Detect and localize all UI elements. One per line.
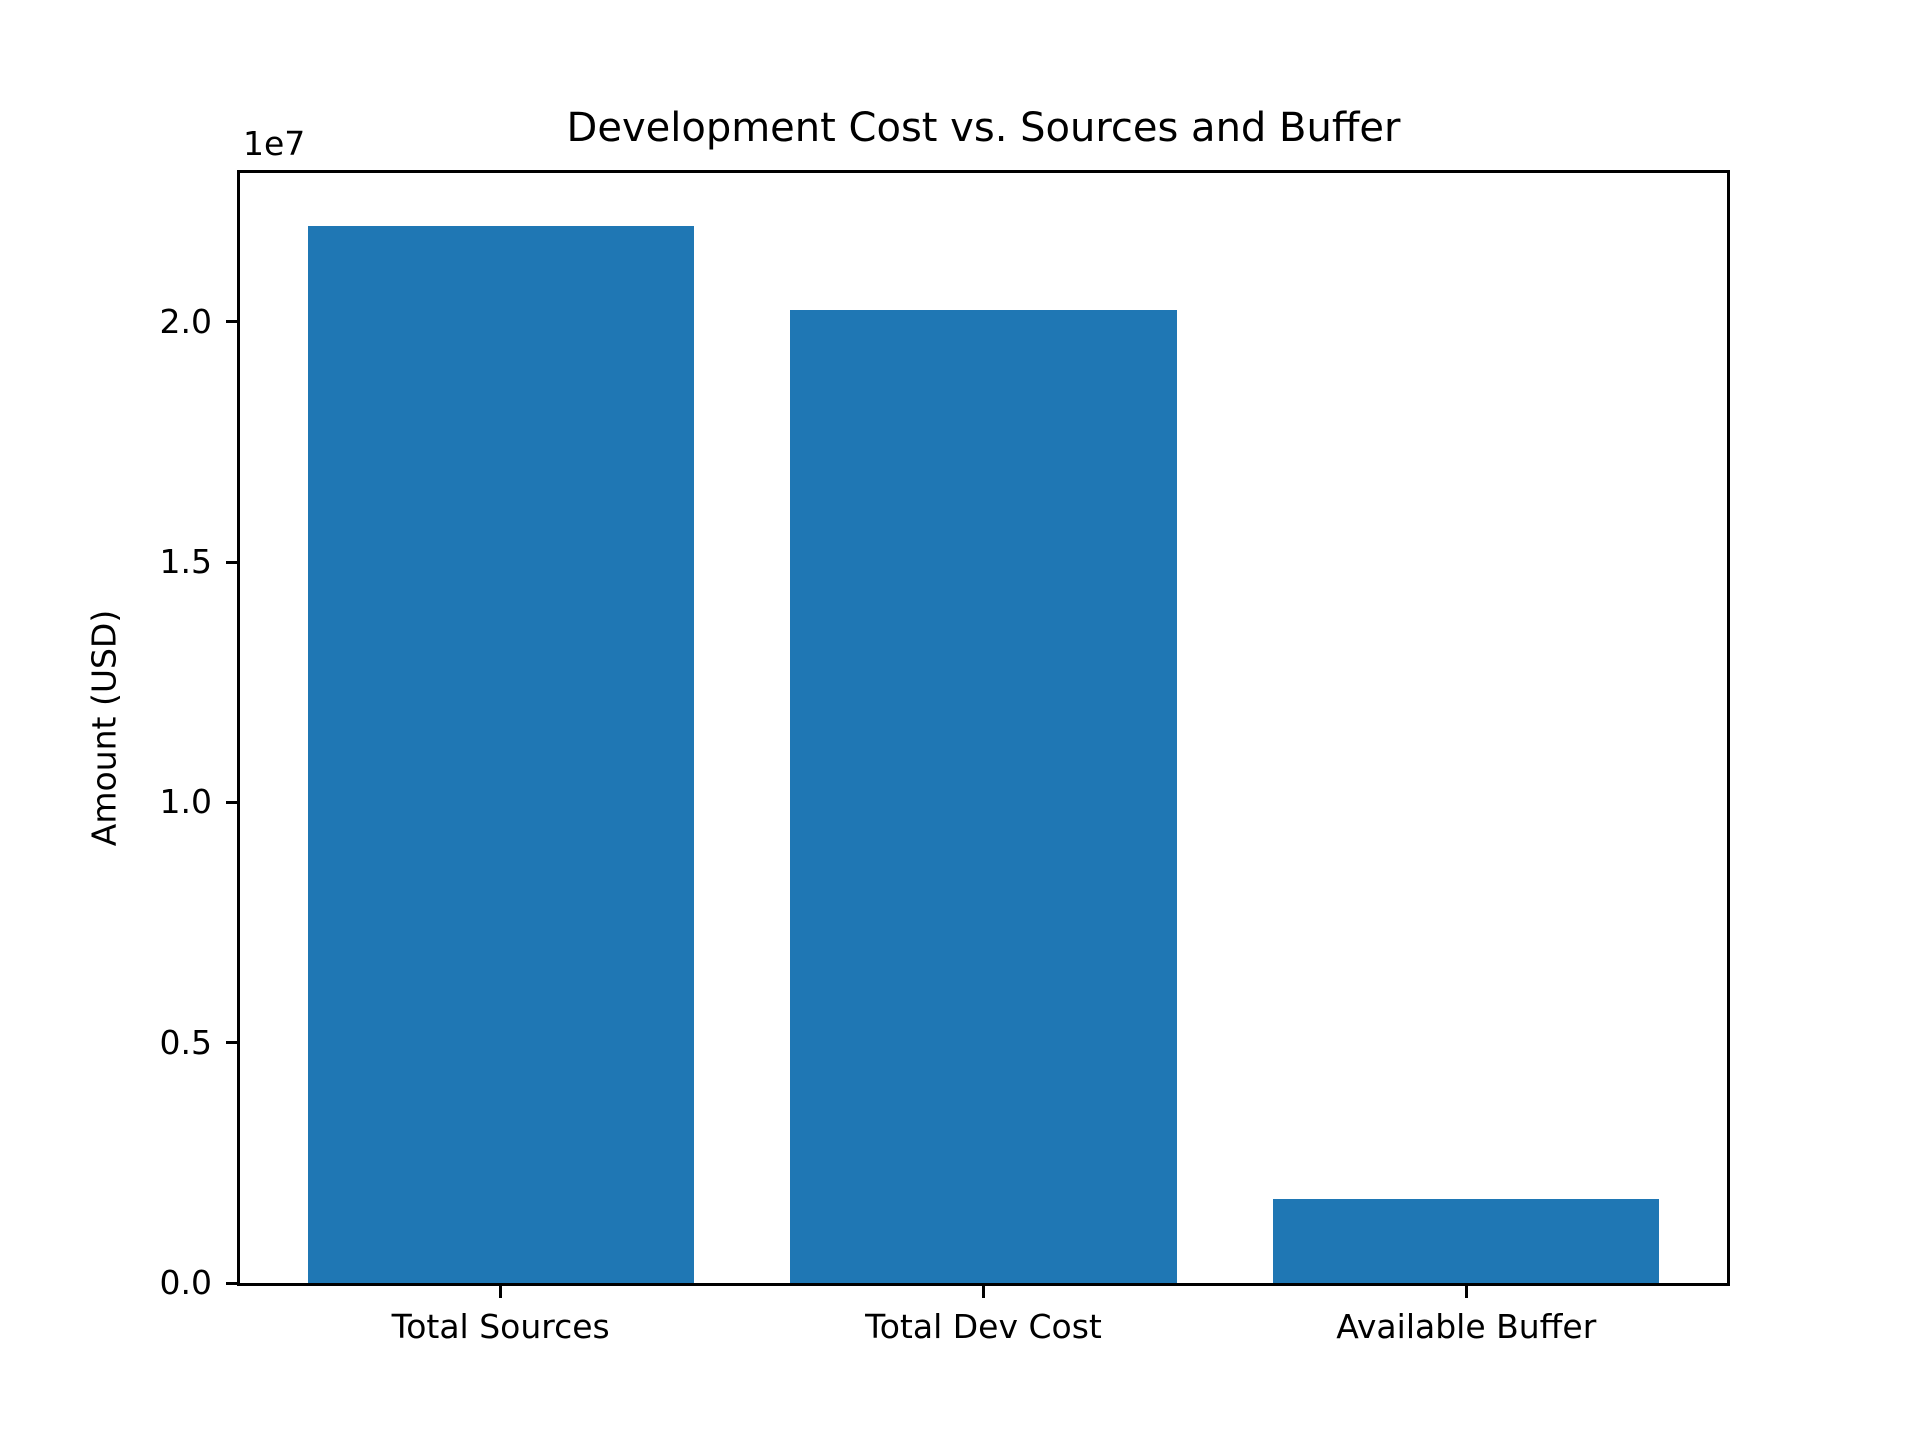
- x-tick-mark: [1464, 1286, 1468, 1298]
- y-tick-mark: [226, 1041, 238, 1045]
- x-tick-label-total-dev-cost: Total Dev Cost: [865, 1307, 1102, 1346]
- y-axis-offset-label: 1e7: [243, 124, 306, 163]
- plot-area: [237, 170, 1730, 1286]
- y-tick-mark: [226, 800, 238, 804]
- y-tick-mark: [226, 320, 238, 324]
- y-tick-label: 1.5: [159, 542, 212, 582]
- y-tick-mark: [226, 1281, 238, 1285]
- bar-available-buffer: [1273, 1198, 1660, 1283]
- bar-total-sources: [307, 225, 694, 1283]
- x-tick-mark: [499, 1286, 503, 1298]
- y-tick-label: 0.5: [159, 1022, 212, 1062]
- y-tick-label: 2.0: [159, 301, 212, 341]
- x-tick-label-total-sources: Total Sources: [391, 1307, 610, 1346]
- chart-title: Development Cost vs. Sources and Buffer: [566, 105, 1401, 151]
- y-tick-label: 1.0: [159, 782, 212, 822]
- x-tick-label-available-buffer: Available Buffer: [1336, 1307, 1597, 1346]
- y-tick-mark: [226, 560, 238, 564]
- bar-total-dev-cost: [790, 309, 1177, 1283]
- x-tick-mark: [982, 1286, 985, 1298]
- y-tick-label: 0.0: [159, 1263, 212, 1302]
